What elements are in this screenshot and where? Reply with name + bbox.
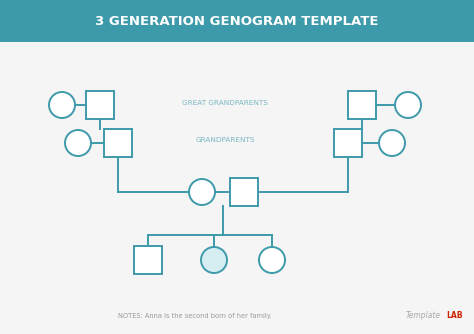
Bar [0,0,474,42]
Bar [86,91,114,119]
Bar [230,178,258,206]
Circle shape [201,247,227,273]
Text: GREAT GRANDPARENTS: GREAT GRANDPARENTS [182,100,268,106]
Text: 3 GENERATION GENOGRAM TEMPLATE: 3 GENERATION GENOGRAM TEMPLATE [95,14,379,27]
Circle shape [259,247,285,273]
Circle shape [49,92,75,118]
Bar [334,129,362,157]
Bar [134,246,162,274]
Text: NOTES: Anna is the second born of her family.: NOTES: Anna is the second born of her fa… [118,313,272,319]
Text: LAB: LAB [446,312,463,321]
Circle shape [65,130,91,156]
Text: Template: Template [406,312,441,321]
Circle shape [395,92,421,118]
Bar [104,129,132,157]
Circle shape [189,179,215,205]
Bar [348,91,376,119]
Circle shape [379,130,405,156]
Text: GRANDPARENTS: GRANDPARENTS [195,137,255,143]
